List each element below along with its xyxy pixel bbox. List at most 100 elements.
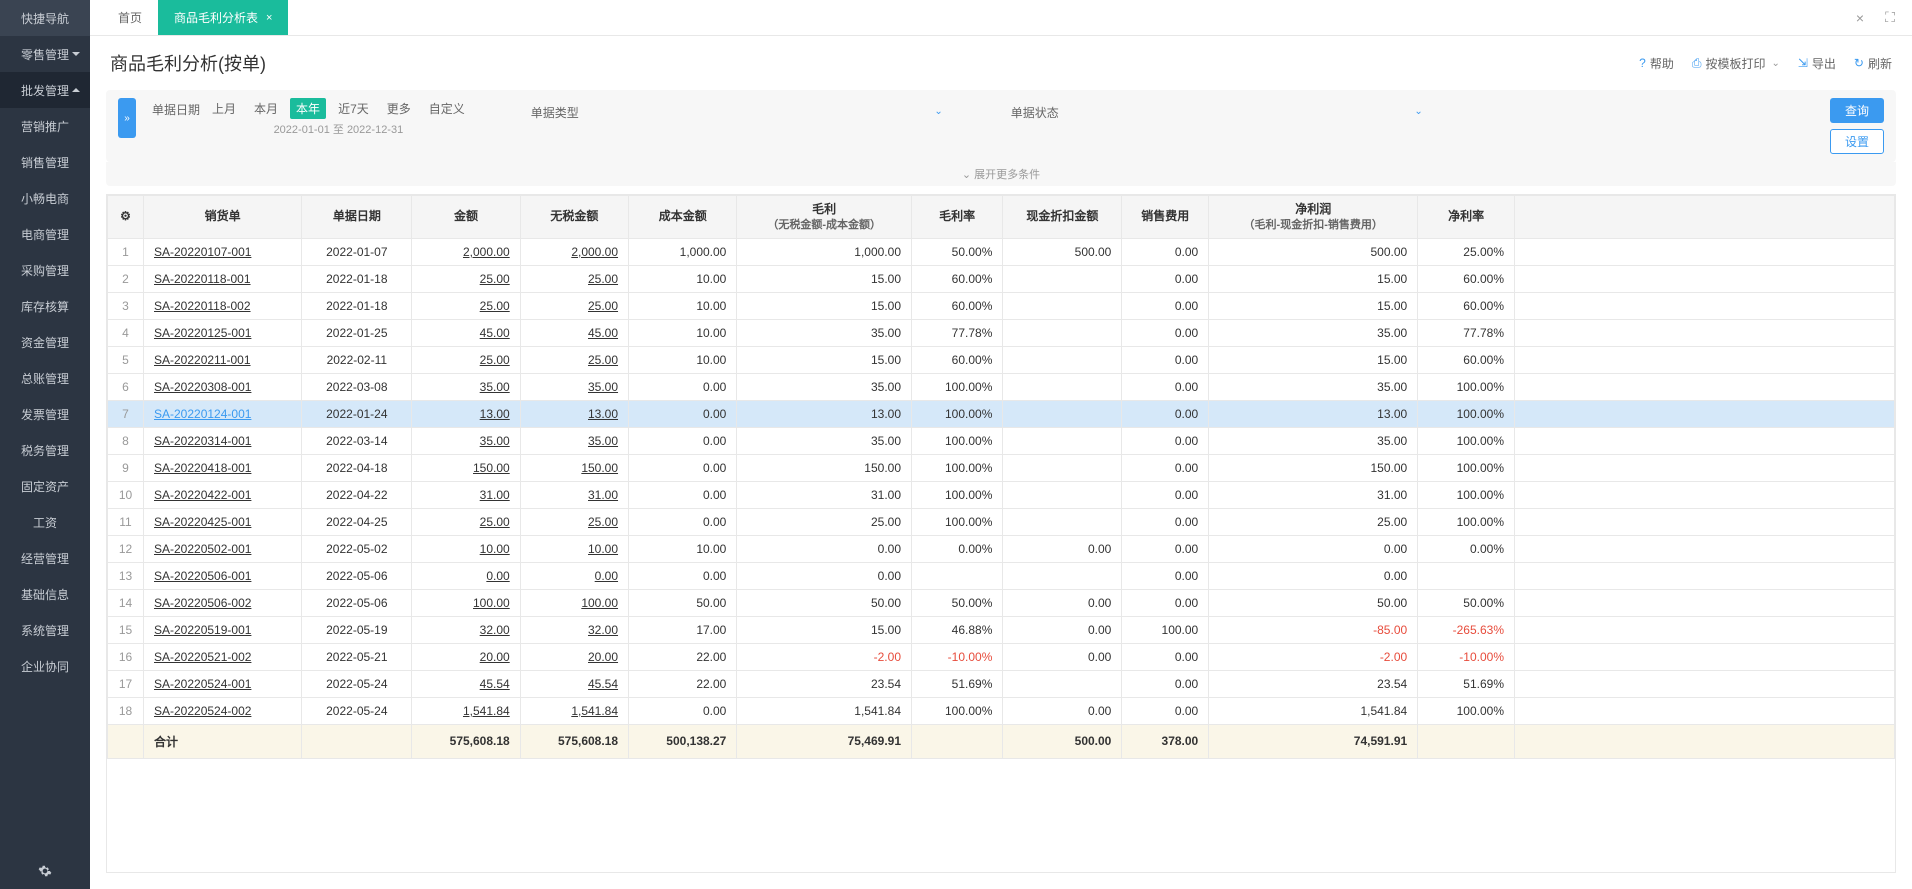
- date-quick-btn[interactable]: 自定义: [423, 98, 471, 119]
- close-icon[interactable]: ×: [266, 12, 272, 24]
- chevron-down-icon: ⌄: [934, 106, 942, 117]
- help-icon: ?: [1639, 56, 1646, 70]
- col-notax: 无税金额: [520, 196, 628, 239]
- sidebar-item-2[interactable]: 批发管理: [0, 72, 90, 108]
- col-net: 净利润（毛利-现金折扣-销售费用）: [1209, 196, 1418, 239]
- order-link[interactable]: SA-20220125-001: [154, 326, 251, 340]
- sidebar-item-17[interactable]: 系统管理: [0, 612, 90, 648]
- table-row[interactable]: 18SA-20220524-0022022-05-241,541.841,541…: [108, 697, 1895, 724]
- sidebar-item-11[interactable]: 发票管理: [0, 396, 90, 432]
- tab-close-all-icon[interactable]: ×: [1850, 8, 1870, 28]
- col-empty: [1515, 196, 1895, 239]
- sidebar-item-18[interactable]: 企业协同: [0, 648, 90, 684]
- table-row[interactable]: 7SA-20220124-0012022-01-2413.0013.000.00…: [108, 400, 1895, 427]
- chevron-down-icon: ⌄: [1771, 58, 1779, 69]
- order-link[interactable]: SA-20220506-001: [154, 569, 251, 583]
- order-link[interactable]: SA-20220124-001: [154, 407, 251, 421]
- status-label: 单据状态: [1011, 101, 1059, 121]
- order-link[interactable]: SA-20220425-001: [154, 515, 251, 529]
- table-row[interactable]: 14SA-20220506-0022022-05-06100.00100.005…: [108, 589, 1895, 616]
- col-gross: 毛利（无税金额-成本金额）: [737, 196, 912, 239]
- table-row[interactable]: 5SA-20220211-0012022-02-1125.0025.0010.0…: [108, 346, 1895, 373]
- table-row[interactable]: 8SA-20220314-0012022-03-1435.0035.000.00…: [108, 427, 1895, 454]
- col-cost: 成本金额: [629, 196, 737, 239]
- date-quick-btn[interactable]: 近7天: [332, 98, 375, 119]
- sidebar-item-9[interactable]: 资金管理: [0, 324, 90, 360]
- expand-filters[interactable]: ⌄ 展开更多条件: [106, 162, 1896, 186]
- order-link[interactable]: SA-20220314-001: [154, 434, 251, 448]
- chevron-down-icon: ⌄: [962, 169, 971, 181]
- table-row[interactable]: 13SA-20220506-0012022-05-060.000.000.000…: [108, 562, 1895, 589]
- type-select[interactable]: ⌄: [585, 98, 951, 124]
- sidebar-item-5[interactable]: 小畅电商: [0, 180, 90, 216]
- table-row[interactable]: 2SA-20220118-0012022-01-1825.0025.0010.0…: [108, 265, 1895, 292]
- date-range: 2022-01-01 至 2022-12-31: [206, 121, 471, 137]
- page-header: 商品毛利分析(按单) ?帮助 ⎙按模板打印⌄ ⇲导出 ↻刷新: [90, 36, 1912, 90]
- sidebar-item-15[interactable]: 经营管理: [0, 540, 90, 576]
- sidebar-item-12[interactable]: 税务管理: [0, 432, 90, 468]
- col-order: 销货单: [144, 196, 302, 239]
- table-row[interactable]: 9SA-20220418-0012022-04-18150.00150.000.…: [108, 454, 1895, 481]
- order-link[interactable]: SA-20220211-001: [154, 353, 251, 367]
- refresh-action[interactable]: ↻刷新: [1854, 55, 1892, 72]
- table-row[interactable]: 12SA-20220502-0012022-05-0210.0010.0010.…: [108, 535, 1895, 562]
- sidebar-item-14[interactable]: 工资: [0, 504, 90, 540]
- fullscreen-icon[interactable]: ⛶: [1880, 8, 1900, 28]
- order-link[interactable]: SA-20220422-001: [154, 488, 251, 502]
- table-row[interactable]: 11SA-20220425-0012022-04-2525.0025.000.0…: [108, 508, 1895, 535]
- table: ⚙ 销货单 单据日期 金额 无税金额 成本金额 毛利（无税金额-成本金额） 毛利…: [106, 194, 1896, 873]
- order-link[interactable]: SA-20220118-001: [154, 272, 251, 286]
- col-date: 单据日期: [302, 196, 412, 239]
- date-quick-btn[interactable]: 更多: [381, 98, 417, 119]
- sidebar-item-0[interactable]: 快捷导航: [0, 0, 90, 36]
- table-row[interactable]: 4SA-20220125-0012022-01-2545.0045.0010.0…: [108, 319, 1895, 346]
- sidebar-item-4[interactable]: 销售管理: [0, 144, 90, 180]
- table-footer: 合计 575,608.18 575,608.18 500,138.27 75,4…: [108, 724, 1895, 758]
- collapse-handle[interactable]: »: [118, 98, 136, 138]
- order-link[interactable]: SA-20220118-002: [154, 299, 251, 313]
- order-link[interactable]: SA-20220107-001: [154, 245, 251, 259]
- col-discount: 现金折扣金额: [1003, 196, 1122, 239]
- table-row[interactable]: 1SA-20220107-0012022-01-072,000.002,000.…: [108, 238, 1895, 265]
- page-title: 商品毛利分析(按单): [110, 50, 266, 76]
- order-link[interactable]: SA-20220502-001: [154, 542, 251, 556]
- date-quick-btn[interactable]: 上月: [206, 98, 242, 119]
- sidebar-item-8[interactable]: 库存核算: [0, 288, 90, 324]
- col-expense: 销售费用: [1122, 196, 1209, 239]
- table-row[interactable]: 6SA-20220308-0012022-03-0835.0035.000.00…: [108, 373, 1895, 400]
- order-link[interactable]: SA-20220519-001: [154, 623, 251, 637]
- tab-active[interactable]: 商品毛利分析表 ×: [158, 0, 288, 35]
- sidebar-item-10[interactable]: 总账管理: [0, 360, 90, 396]
- sidebar-item-16[interactable]: 基础信息: [0, 576, 90, 612]
- sidebar-item-13[interactable]: 固定资产: [0, 468, 90, 504]
- sidebar: 快捷导航零售管理批发管理营销推广销售管理小畅电商电商管理采购管理库存核算资金管理…: [0, 0, 90, 889]
- status-select[interactable]: ⌄: [1065, 98, 1431, 124]
- order-link[interactable]: SA-20220506-002: [154, 596, 251, 610]
- order-link[interactable]: SA-20220524-002: [154, 704, 251, 718]
- settings-column[interactable]: ⚙: [108, 196, 144, 239]
- table-row[interactable]: 3SA-20220118-0022022-01-1825.0025.0010.0…: [108, 292, 1895, 319]
- table-row[interactable]: 16SA-20220521-0022022-05-2120.0020.0022.…: [108, 643, 1895, 670]
- settings-gear[interactable]: [0, 853, 90, 889]
- tab-home[interactable]: 首页: [102, 0, 158, 35]
- query-button[interactable]: 查询: [1830, 98, 1884, 123]
- order-link[interactable]: SA-20220308-001: [154, 380, 251, 394]
- date-quick-btn[interactable]: 本年: [290, 98, 326, 119]
- table-row[interactable]: 15SA-20220519-0012022-05-1932.0032.0017.…: [108, 616, 1895, 643]
- export-action[interactable]: ⇲导出: [1798, 55, 1836, 72]
- col-net-rate: 净利率: [1418, 196, 1515, 239]
- sidebar-item-6[interactable]: 电商管理: [0, 216, 90, 252]
- order-link[interactable]: SA-20220521-002: [154, 650, 251, 664]
- sidebar-item-1[interactable]: 零售管理: [0, 36, 90, 72]
- sidebar-item-3[interactable]: 营销推广: [0, 108, 90, 144]
- settings-button[interactable]: 设置: [1830, 129, 1884, 154]
- type-label: 单据类型: [531, 101, 579, 121]
- order-link[interactable]: SA-20220524-001: [154, 677, 251, 691]
- table-row[interactable]: 10SA-20220422-0012022-04-2231.0031.000.0…: [108, 481, 1895, 508]
- date-quick-btn[interactable]: 本月: [248, 98, 284, 119]
- sidebar-item-7[interactable]: 采购管理: [0, 252, 90, 288]
- table-row[interactable]: 17SA-20220524-0012022-05-2445.5445.5422.…: [108, 670, 1895, 697]
- order-link[interactable]: SA-20220418-001: [154, 461, 251, 475]
- help-action[interactable]: ?帮助: [1639, 55, 1674, 72]
- print-action[interactable]: ⎙按模板打印⌄: [1692, 55, 1780, 72]
